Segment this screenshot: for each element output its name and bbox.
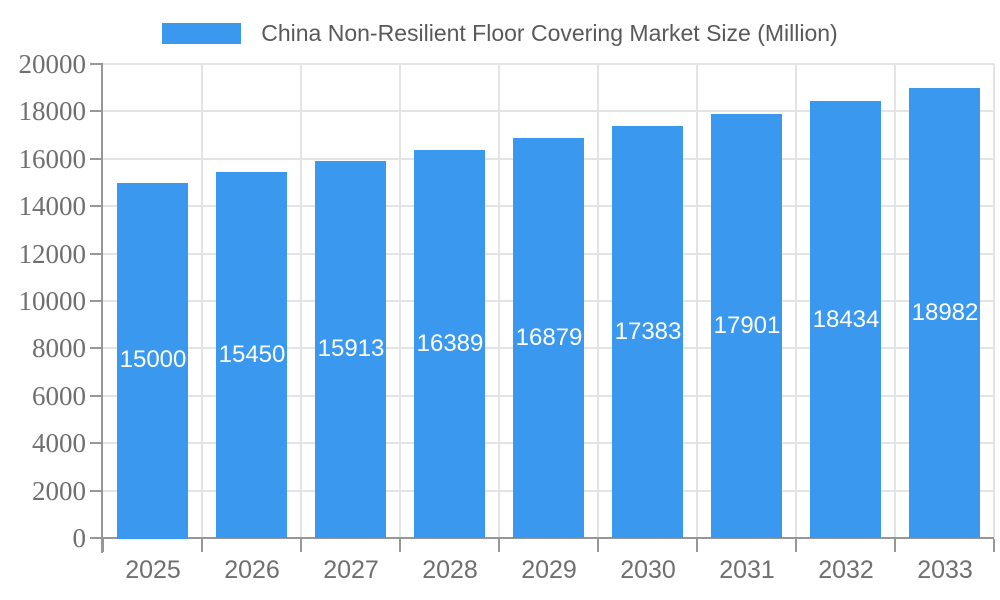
x-axis-tick — [498, 539, 500, 552]
y-axis-label: 8000 — [32, 333, 86, 363]
bar-value-label: 16879 — [515, 324, 583, 351]
bar-2033[interactable] — [909, 88, 980, 538]
y-axis-tick — [90, 253, 103, 255]
x-axis-label: 2031 — [719, 556, 775, 584]
y-axis-label: 20000 — [18, 49, 87, 79]
x-axis-label: 2026 — [224, 556, 280, 584]
x-axis-line — [90, 537, 994, 539]
y-axis-label: 10000 — [18, 286, 87, 316]
y-axis-tick — [90, 490, 103, 492]
y-axis-tick — [90, 300, 103, 302]
bar-2028[interactable] — [414, 150, 485, 538]
y-axis-label: 6000 — [32, 381, 86, 411]
x-axis-tick — [597, 539, 599, 552]
x-gridline — [894, 64, 896, 538]
y-axis-tick — [90, 158, 103, 160]
x-gridline — [696, 64, 698, 538]
x-gridline — [993, 64, 995, 538]
bar-2027[interactable] — [315, 161, 386, 538]
x-axis-label: 2030 — [620, 556, 676, 584]
x-axis-label: 2028 — [422, 556, 478, 584]
y-axis-label: 14000 — [18, 191, 87, 221]
bar-2030[interactable] — [612, 126, 683, 538]
y-gridline — [103, 110, 994, 112]
chart-legend[interactable]: China Non-Resilient Floor Covering Marke… — [0, 18, 1000, 48]
y-axis-label: 0 — [72, 523, 87, 553]
y-axis-tick — [90, 110, 103, 112]
x-gridline — [201, 64, 203, 538]
x-axis-tick — [993, 539, 995, 552]
bar-2032[interactable] — [810, 101, 881, 538]
y-axis-label: 18000 — [18, 96, 87, 126]
x-axis-tick — [201, 539, 203, 552]
x-axis-tick — [300, 539, 302, 552]
bar-2031[interactable] — [711, 114, 782, 538]
bar-value-label: 15000 — [119, 346, 187, 373]
y-axis-tick — [90, 205, 103, 207]
x-axis-label: 2027 — [323, 556, 379, 584]
x-axis-tick — [894, 539, 896, 552]
x-gridline — [300, 64, 302, 538]
bar-value-label: 16389 — [416, 330, 484, 357]
x-gridline — [498, 64, 500, 538]
bar-value-label: 15913 — [317, 335, 385, 362]
x-axis-label: 2032 — [818, 556, 874, 584]
x-axis-tick — [795, 539, 797, 552]
bar-value-label: 17383 — [614, 318, 682, 345]
x-gridline — [795, 64, 797, 538]
x-axis-label: 2025 — [125, 556, 181, 584]
x-gridline — [597, 64, 599, 538]
bar-2029[interactable] — [513, 138, 584, 538]
y-axis-line — [101, 64, 103, 553]
bar-value-label: 18982 — [911, 299, 979, 326]
y-gridline — [103, 63, 994, 65]
x-axis-tick — [102, 539, 104, 552]
bar-2026[interactable] — [216, 172, 287, 538]
x-gridline — [399, 64, 401, 538]
y-axis-label: 4000 — [32, 428, 86, 458]
x-axis-label: 2029 — [521, 556, 577, 584]
legend-swatch[interactable] — [162, 22, 242, 44]
x-axis-label: 2033 — [917, 556, 973, 584]
x-axis-tick — [696, 539, 698, 552]
bar-value-label: 18434 — [812, 306, 880, 333]
y-axis-tick — [90, 347, 103, 349]
x-axis-tick — [399, 539, 401, 552]
y-axis-label: 16000 — [18, 144, 87, 174]
bar-value-label: 15450 — [218, 341, 286, 368]
bar-value-label: 17901 — [713, 312, 781, 339]
y-axis-label: 12000 — [18, 239, 87, 269]
legend-label: China Non-Resilient Floor Covering Marke… — [261, 19, 838, 46]
y-axis-tick — [90, 395, 103, 397]
y-axis-tick — [90, 63, 103, 65]
bar-2025[interactable] — [117, 183, 188, 539]
y-axis-label: 2000 — [32, 476, 86, 506]
y-axis-tick — [90, 442, 103, 444]
